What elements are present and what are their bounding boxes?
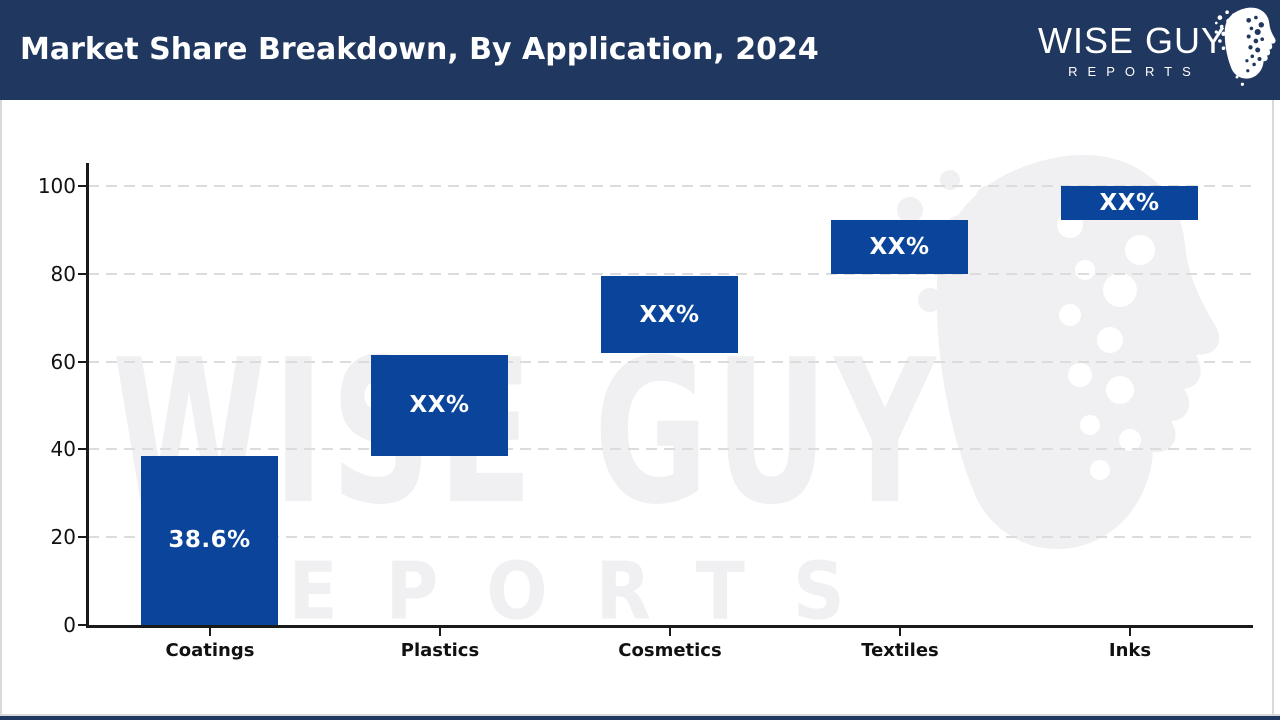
y-tick-label-60: 60 — [50, 349, 76, 374]
gridline-40 — [88, 448, 1253, 451]
header-bar: Market Share Breakdown, By Application, … — [0, 0, 1280, 100]
bar-inks: XX% — [1061, 186, 1198, 220]
x-tick-mark-cosmetics — [669, 628, 671, 636]
logo-wordmark: WISE GUY — [1037, 20, 1226, 61]
x-tick-label-textiles: Textiles — [861, 640, 939, 661]
y-tick-label-40: 40 — [50, 437, 76, 462]
y-tick-label-0: 0 — [63, 613, 76, 637]
bar-value-label: 38.6% — [168, 527, 251, 554]
logo-text: WISE GUY REPORTS — [1037, 20, 1226, 80]
y-tick-label-80: 80 — [50, 261, 76, 286]
bar-plastics: XX% — [371, 354, 508, 456]
bar-value-label: XX% — [409, 392, 470, 419]
bar-textiles: XX% — [831, 219, 968, 274]
chart-title: Market Share Breakdown, By Application, … — [20, 32, 819, 67]
y-axis-spine — [86, 163, 89, 628]
gridline-80 — [88, 272, 1253, 275]
x-tick-label-plastics: Plastics — [400, 640, 480, 661]
y-tick-mark-80 — [78, 272, 86, 275]
y-tick-mark-20 — [78, 536, 86, 539]
bar-value-label: XX% — [639, 301, 700, 328]
x-tick-label-cosmetics: Cosmetics — [618, 640, 722, 661]
y-tick-mark-60 — [78, 360, 86, 363]
x-tick-mark-textiles — [899, 628, 901, 636]
bar-value-label: XX% — [1099, 189, 1160, 216]
watermark-face-icon — [897, 154, 1220, 550]
y-tick-mark-100 — [78, 185, 86, 187]
gridline-20 — [88, 536, 1253, 539]
bar-value-label: XX% — [869, 233, 930, 260]
x-tick-mark-inks — [1129, 628, 1131, 636]
footer-bar — [0, 714, 1280, 720]
y-tick-label-20: 20 — [50, 525, 76, 550]
y-tick-label-100: 100 — [37, 174, 76, 198]
x-tick-mark-plastics — [439, 628, 441, 636]
x-tick-label-inks: Inks — [1108, 640, 1152, 661]
wiseguy-logo: WISE GUY REPORTS — [1038, 0, 1278, 100]
wiseguy-face-icon — [1214, 7, 1276, 86]
bar-coatings: 38.6% — [141, 455, 278, 625]
bar-cosmetics: XX% — [601, 276, 738, 353]
watermark-reports: REPORTS — [185, 545, 893, 638]
gridline-60 — [88, 360, 1253, 363]
logo-subtext: REPORTS — [1068, 64, 1201, 79]
x-tick-mark-coatings — [209, 628, 211, 636]
x-axis-spine — [86, 625, 1253, 628]
y-tick-mark-0 — [78, 624, 86, 626]
gridline-100 — [88, 185, 1253, 187]
y-tick-mark-40 — [78, 448, 86, 451]
x-tick-label-coatings: Coatings — [165, 640, 255, 661]
